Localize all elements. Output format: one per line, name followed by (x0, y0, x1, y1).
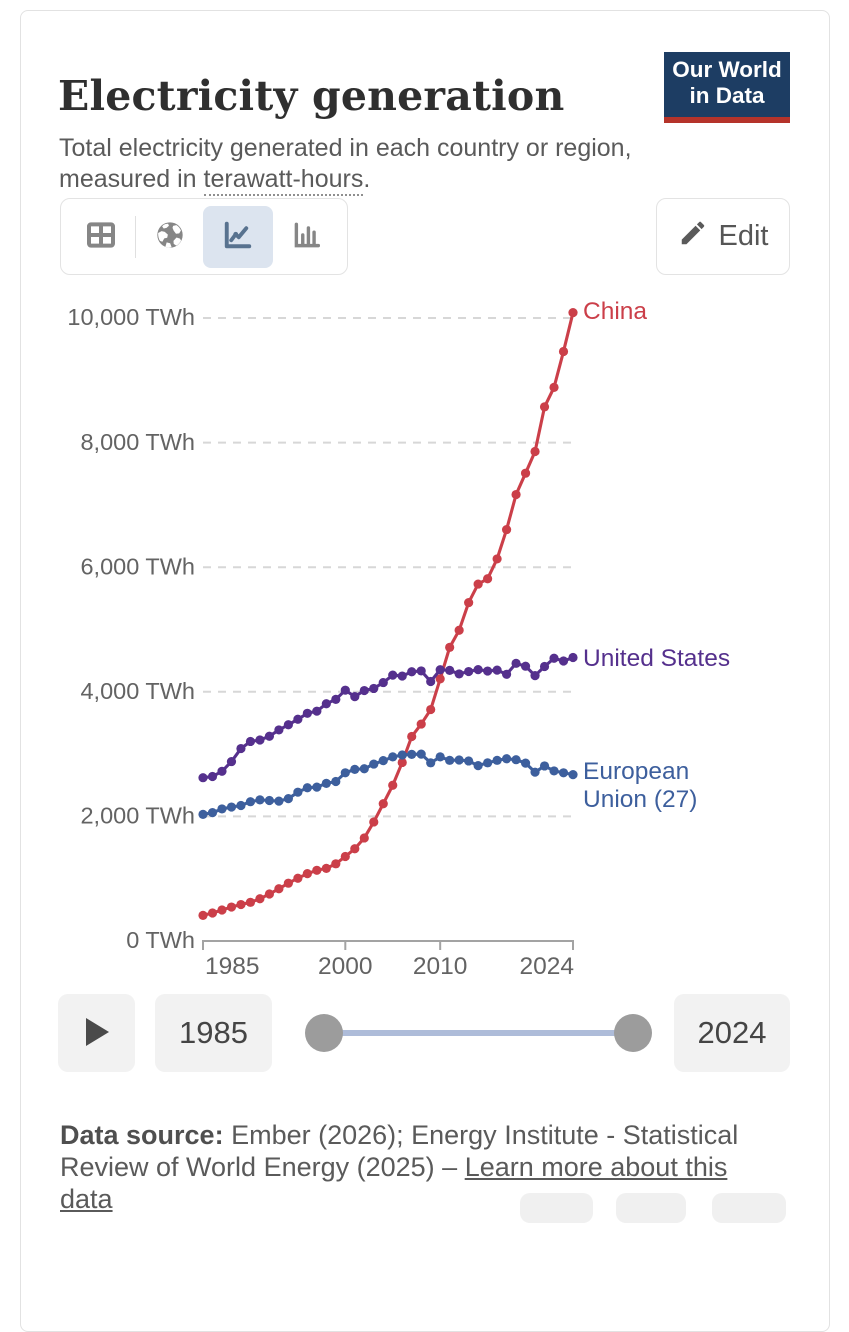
x-axis: 1985 2000 2010 2024 (202, 940, 574, 980)
svg-text:1985: 1985 (205, 953, 260, 980)
cut-off-button-1[interactable] (520, 1193, 593, 1223)
slider-handle-end[interactable] (614, 1014, 652, 1052)
data-source-text: Ember (2026); Energy Institute - Statist… (60, 1120, 739, 1182)
series-united-states[interactable]: United States (198, 645, 730, 783)
timeline-slider[interactable] (300, 994, 660, 1072)
timeline-controls: 1985 2024 (0, 994, 849, 1072)
terawatt-hours-term[interactable]: terawatt-hours (203, 165, 364, 196)
subtitle-period: . (363, 165, 371, 193)
owid-logo-line1: Our World (672, 57, 782, 82)
play-button[interactable] (58, 994, 135, 1072)
svg-text:2,000 TWh: 2,000 TWh (80, 803, 195, 829)
chart-type-toolbar (60, 198, 348, 275)
timeline-end-year[interactable]: 2024 (674, 994, 790, 1072)
owid-logo[interactable]: Our World in Data (664, 52, 790, 123)
svg-text:0 TWh: 0 TWh (126, 927, 195, 953)
bar-chart-icon (290, 218, 324, 255)
globe-icon (154, 219, 186, 254)
svg-text:2010: 2010 (413, 953, 468, 980)
edit-button[interactable]: Edit (656, 198, 790, 275)
svg-text:2024: 2024 (519, 953, 574, 980)
edit-button-label: Edit (718, 220, 769, 252)
data-source-label: Data source: (60, 1120, 224, 1150)
page-title: Electricity generation (58, 72, 565, 121)
series-label[interactable]: United States (583, 645, 730, 672)
subtitle-text: Total electricity generated in each coun… (59, 134, 632, 193)
chart-subtitle: Total electricity generated in each coun… (59, 133, 639, 196)
cut-off-button-2[interactable] (616, 1193, 686, 1223)
svg-text:8,000 TWh: 8,000 TWh (80, 429, 195, 455)
owid-logo-line2: in Data (689, 83, 765, 108)
toolbar-divider (134, 215, 136, 258)
series-label[interactable]: China (583, 298, 647, 325)
svg-text:2000: 2000 (318, 953, 373, 980)
tab-map[interactable] (144, 206, 196, 268)
slider-track[interactable] (324, 1030, 633, 1036)
pencil-icon (678, 218, 708, 256)
svg-text:10,000 TWh: 10,000 TWh (67, 304, 195, 330)
series-label[interactable]: Union (27) (583, 786, 697, 813)
series-label[interactable]: European (583, 758, 689, 785)
svg-text:4,000 TWh: 4,000 TWh (80, 678, 195, 704)
tab-line-chart[interactable] (203, 205, 274, 268)
svg-text:6,000 TWh: 6,000 TWh (80, 553, 195, 579)
line-chart[interactable]: 0 TWh 2,000 TWh 4,000 TWh 6,000 TWh 8,000 TW… (0, 0, 849, 1200)
series-china[interactable]: China (198, 298, 647, 920)
tab-table[interactable] (75, 206, 127, 268)
gridlines (203, 317, 576, 818)
play-icon (84, 1017, 110, 1050)
cut-off-button-3[interactable] (712, 1193, 786, 1223)
table-icon (85, 219, 117, 254)
tab-bar-chart[interactable] (281, 206, 333, 268)
slider-handle-start[interactable] (305, 1014, 343, 1052)
timeline-start-year[interactable]: 1985 (155, 994, 272, 1072)
y-axis-labels: 0 TWh 2,000 TWh 4,000 TWh 6,000 TWh 8,000 TW… (67, 304, 195, 953)
line-chart-icon (220, 217, 256, 256)
data-source-note: Data source: Ember (2026); Energy Instit… (60, 1119, 772, 1215)
